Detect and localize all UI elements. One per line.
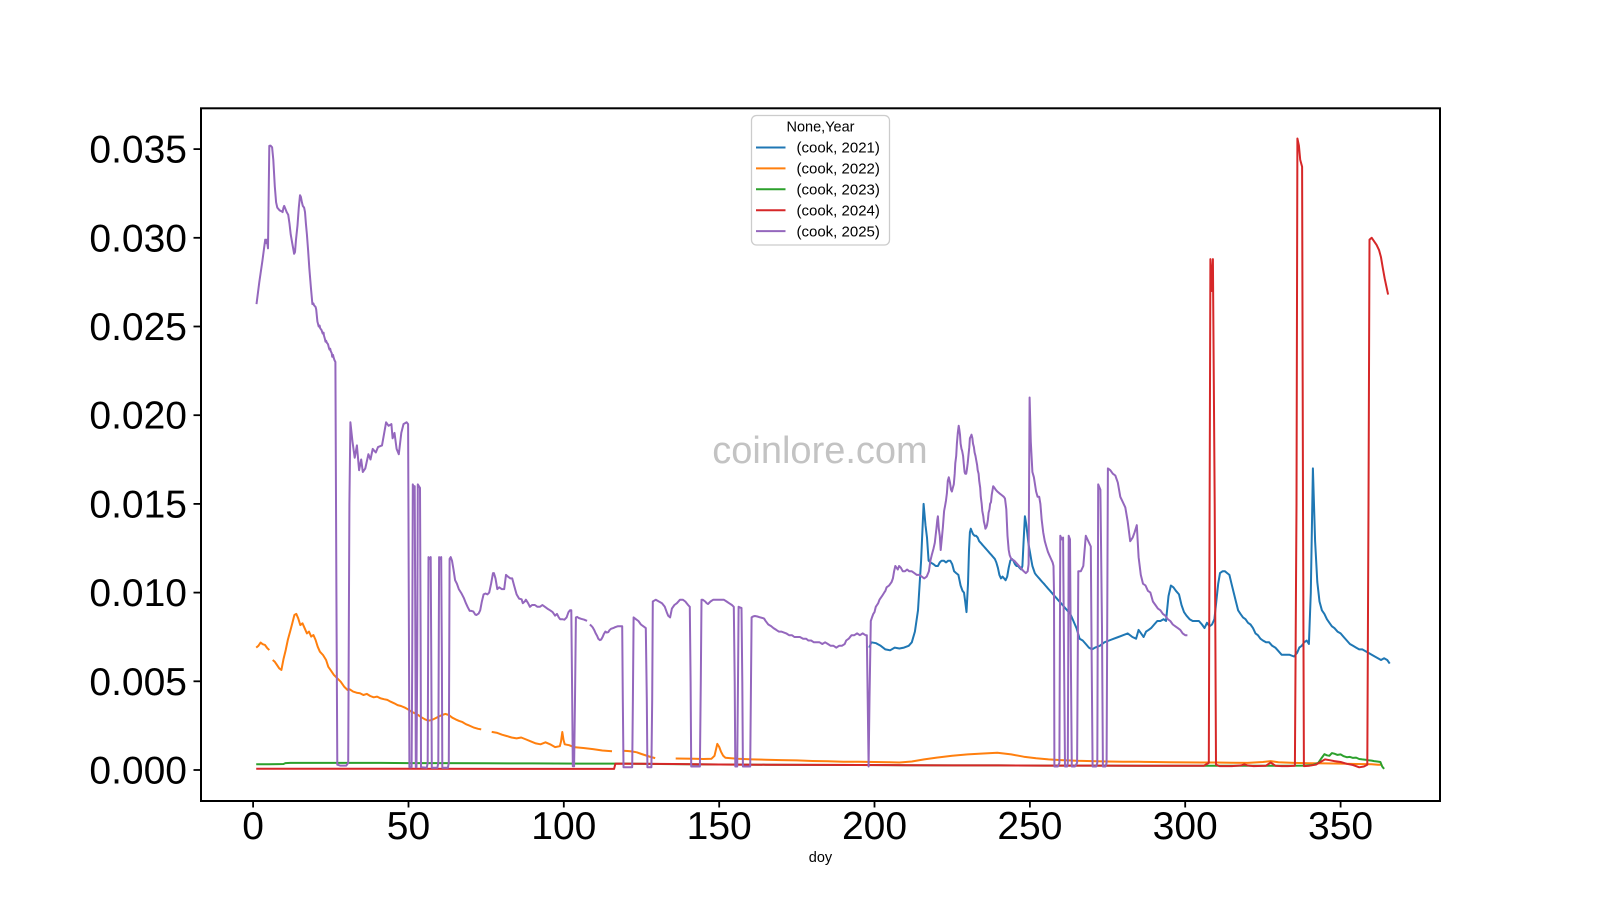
svg-text:(cook, 2025): (cook, 2025) (797, 223, 880, 240)
svg-text:0: 0 (242, 805, 264, 848)
svg-text:150: 150 (687, 805, 752, 848)
svg-text:0.015: 0.015 (89, 483, 187, 526)
svg-text:0.025: 0.025 (89, 306, 187, 349)
svg-text:0.010: 0.010 (89, 572, 187, 615)
svg-text:50: 50 (387, 805, 430, 848)
svg-text:doy: doy (809, 850, 833, 866)
svg-text:0.020: 0.020 (89, 395, 187, 438)
svg-text:0.035: 0.035 (89, 129, 187, 172)
svg-text:300: 300 (1153, 805, 1218, 848)
svg-text:(cook, 2021): (cook, 2021) (797, 140, 880, 157)
svg-text:350: 350 (1308, 805, 1373, 848)
svg-text:(cook, 2022): (cook, 2022) (797, 161, 880, 178)
svg-text:0.005: 0.005 (89, 661, 187, 704)
svg-text:(cook, 2024): (cook, 2024) (797, 202, 880, 219)
svg-text:200: 200 (842, 805, 907, 848)
svg-text:0.000: 0.000 (89, 750, 187, 793)
svg-text:coinlore.com: coinlore.com (712, 430, 927, 472)
svg-text:None,Year: None,Year (787, 120, 855, 136)
svg-text:100: 100 (531, 805, 596, 848)
svg-text:250: 250 (997, 805, 1062, 848)
svg-text:(cook, 2023): (cook, 2023) (797, 182, 880, 199)
svg-text:0.030: 0.030 (89, 217, 187, 260)
